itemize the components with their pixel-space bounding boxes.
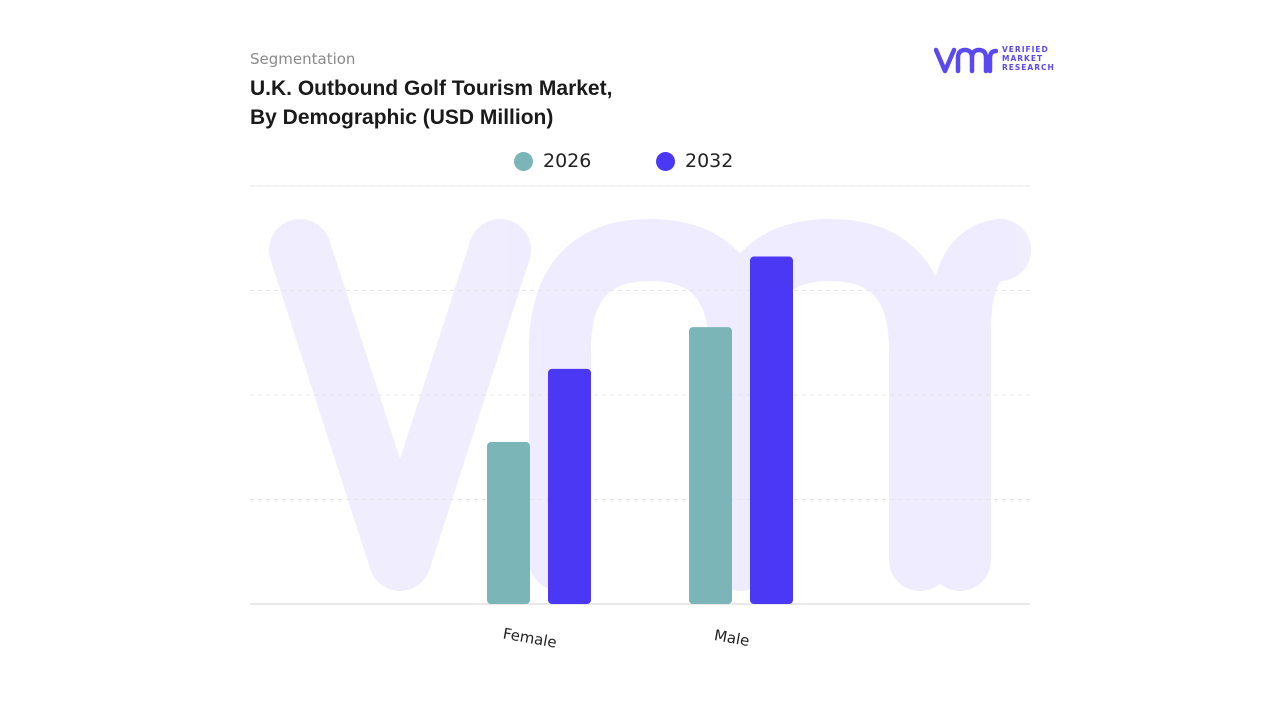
vmr-logo: VERIFIED MARKET RESEARCH bbox=[934, 44, 1064, 76]
bar-female-2026 bbox=[487, 442, 530, 604]
logo-line-2: MARKET bbox=[1002, 54, 1044, 63]
bar-male-2032 bbox=[750, 256, 793, 604]
chart-title: U.K. Outbound Golf Tourism Market, By De… bbox=[250, 74, 612, 132]
chart-title-line-1: U.K. Outbound Golf Tourism Market, bbox=[250, 77, 613, 100]
logo-line-1: VERIFIED bbox=[1002, 45, 1049, 54]
legend-item-2026: 2026 bbox=[514, 147, 591, 175]
bar-female-2032 bbox=[548, 368, 591, 604]
vmr-logo-icon bbox=[934, 47, 998, 74]
legend-swatch-2032 bbox=[656, 151, 675, 171]
legend-label-2032: 2032 bbox=[685, 150, 734, 172]
legend-item-2032: 2032 bbox=[656, 147, 733, 175]
watermark-logo bbox=[269, 219, 1031, 591]
watermark-stroke-3 bbox=[929, 219, 1031, 591]
watermark-stroke-0 bbox=[269, 219, 531, 591]
x-tick-label-female: Female bbox=[502, 625, 559, 652]
x-tick-label-male: Male bbox=[713, 626, 751, 650]
segment-label: Segmentation bbox=[250, 50, 356, 68]
watermark-stroke-2 bbox=[709, 219, 951, 591]
vmr-logo-text: VERIFIED MARKET RESEARCH bbox=[1002, 45, 1055, 72]
legend-swatch-2026 bbox=[514, 151, 533, 171]
logo-line-3: RESEARCH bbox=[1002, 63, 1055, 72]
chart-legend: 2026 2032 bbox=[0, 147, 1280, 177]
watermark-stroke-1 bbox=[529, 219, 771, 591]
legend-label-2026: 2026 bbox=[543, 150, 592, 172]
bar-male-2026 bbox=[689, 327, 732, 604]
chart-title-line-2: By Demographic (USD Million) bbox=[250, 106, 554, 129]
